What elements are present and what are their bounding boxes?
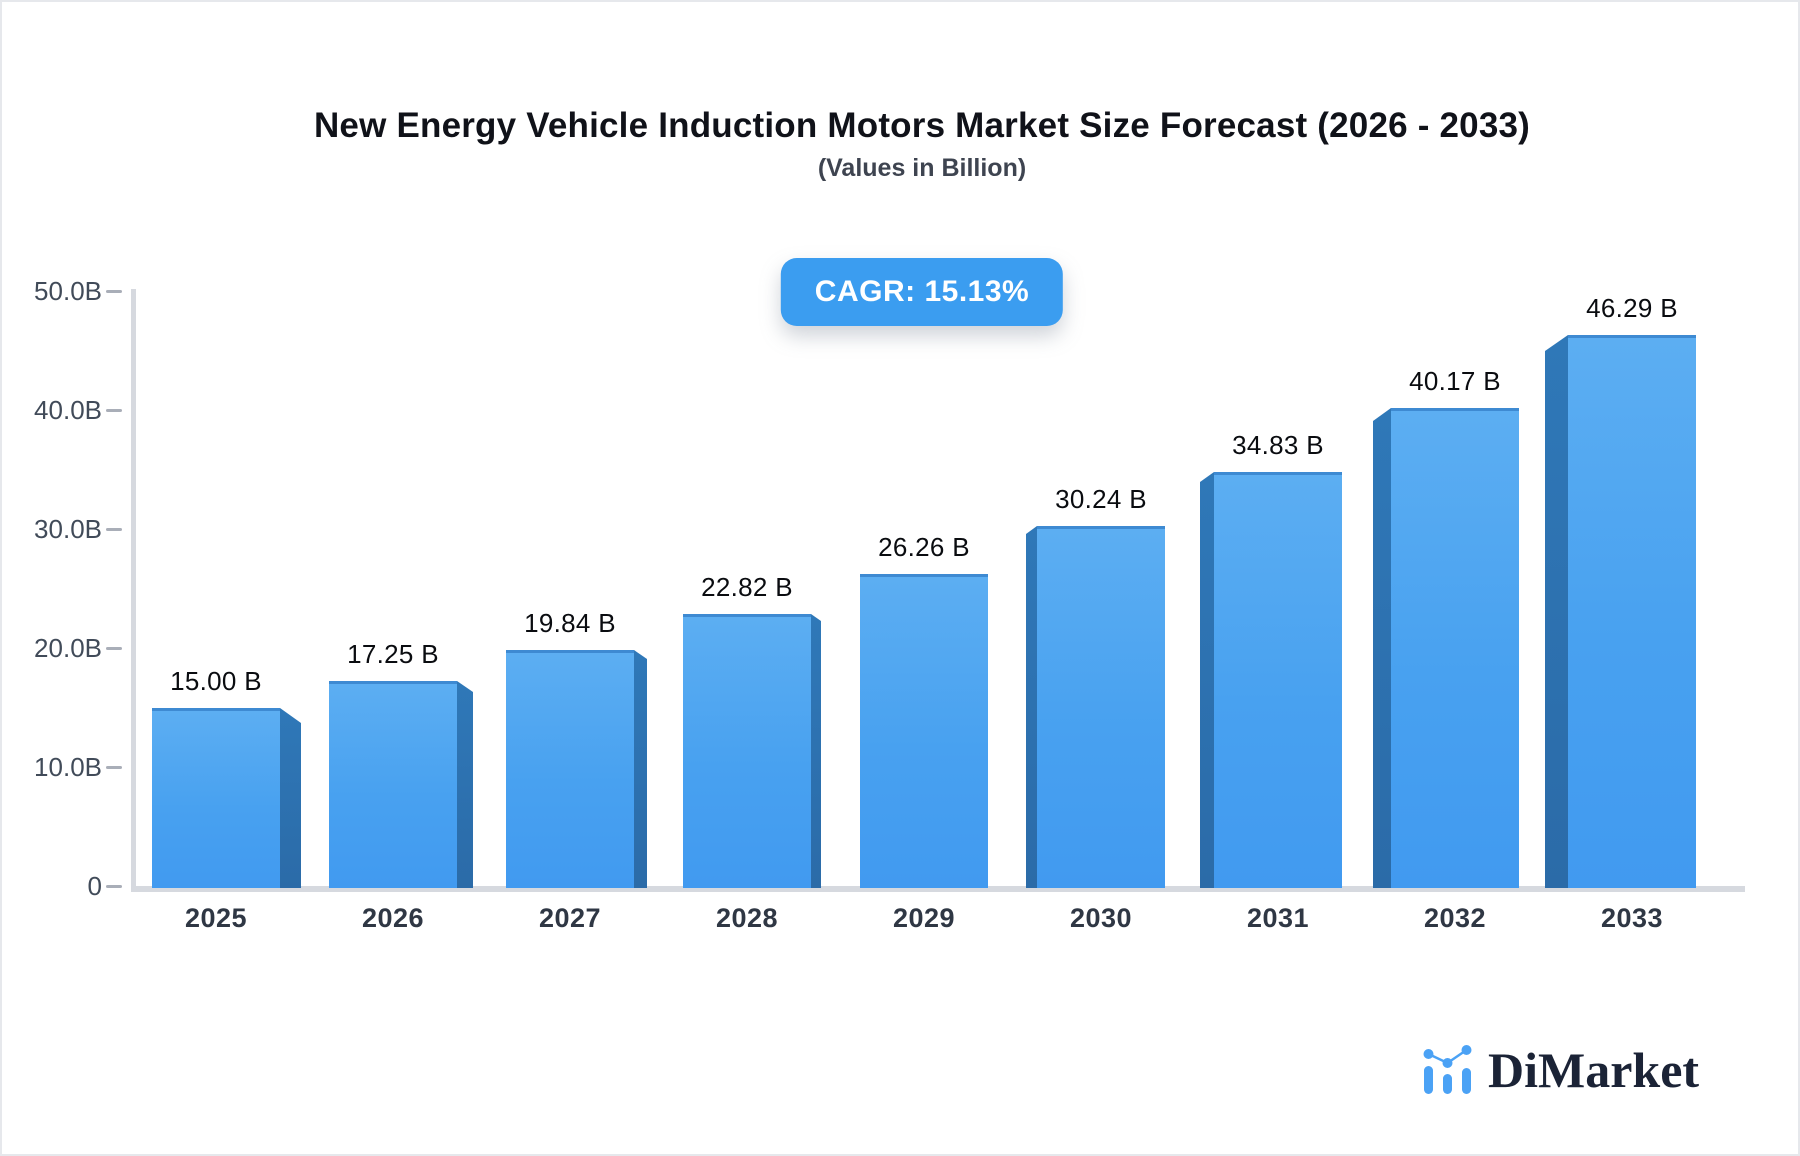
x-tick-label-2026: 2026	[361, 903, 425, 933]
x-tick-label-2032: 2032	[1423, 903, 1487, 933]
bar-value-label: 46.29 B	[1586, 293, 1678, 323]
bar-side-face	[280, 708, 301, 888]
chart-subtitle: (Values in Billion)	[817, 154, 1027, 182]
bar-2025	[152, 708, 280, 888]
y-tick-label-50.0B: 50.0B	[34, 276, 102, 306]
y-axis-line	[131, 289, 136, 892]
y-tick-mark	[106, 290, 122, 293]
bar-2033	[1568, 335, 1696, 888]
bar-value-label: 40.17 B	[1409, 366, 1501, 396]
bar-value-label: 26.26 B	[878, 532, 970, 562]
bar-side-face	[1026, 526, 1037, 888]
x-tick-label-2027: 2027	[538, 903, 602, 933]
y-tick-label-20.0B: 20.0B	[34, 633, 102, 663]
bar-side-face	[1545, 335, 1568, 888]
x-tick-label-2031: 2031	[1246, 903, 1310, 933]
brand-logo: DiMarket	[1422, 1044, 1699, 1096]
x-tick-label-2029: 2029	[892, 903, 956, 933]
bar-2026	[329, 681, 457, 888]
y-tick-label-30.0B: 30.0B	[34, 514, 102, 544]
bar-value-label: 15.00 B	[170, 666, 262, 696]
y-tick-mark	[106, 528, 122, 531]
y-tick-label-0: 0	[87, 871, 102, 901]
x-tick-label-2030: 2030	[1069, 903, 1133, 933]
bar-2028	[683, 614, 811, 888]
x-tick-label-2033: 2033	[1600, 903, 1664, 933]
y-tick-label-10.0B: 10.0B	[34, 752, 102, 782]
y-tick-mark	[106, 647, 122, 650]
bar-value-label: 30.24 B	[1055, 484, 1147, 514]
bar-side-face	[634, 650, 647, 888]
bar-side-face	[811, 614, 821, 888]
bar-2029	[860, 574, 988, 888]
y-tick-label-40.0B: 40.0B	[34, 395, 102, 425]
brand-name: DiMarket	[1488, 1042, 1700, 1098]
bar-side-face	[457, 681, 473, 888]
chart-title: New Energy Vehicle Induction Motors Mark…	[313, 106, 1531, 145]
y-tick-mark	[106, 885, 122, 888]
bar-2032	[1391, 408, 1519, 888]
bar-side-face	[1373, 408, 1391, 888]
x-tick-label-2028: 2028	[715, 903, 779, 933]
bar-side-face	[1200, 472, 1214, 888]
bar-2027	[506, 650, 634, 888]
bar-chart-trend-icon	[1422, 1044, 1474, 1096]
x-tick-label-2025: 2025	[184, 903, 248, 933]
bar-2030	[1037, 526, 1165, 888]
x-axis-floor	[131, 886, 1745, 892]
bar-value-label: 22.82 B	[701, 572, 793, 602]
bar-2031	[1214, 472, 1342, 888]
y-tick-mark	[106, 409, 122, 412]
y-tick-mark	[106, 766, 122, 769]
bar-value-label: 19.84 B	[524, 608, 616, 638]
cagr-badge: CAGR: 15.13%	[780, 258, 1064, 326]
bar-value-label: 17.25 B	[347, 639, 439, 669]
bar-value-label: 34.83 B	[1232, 430, 1324, 460]
